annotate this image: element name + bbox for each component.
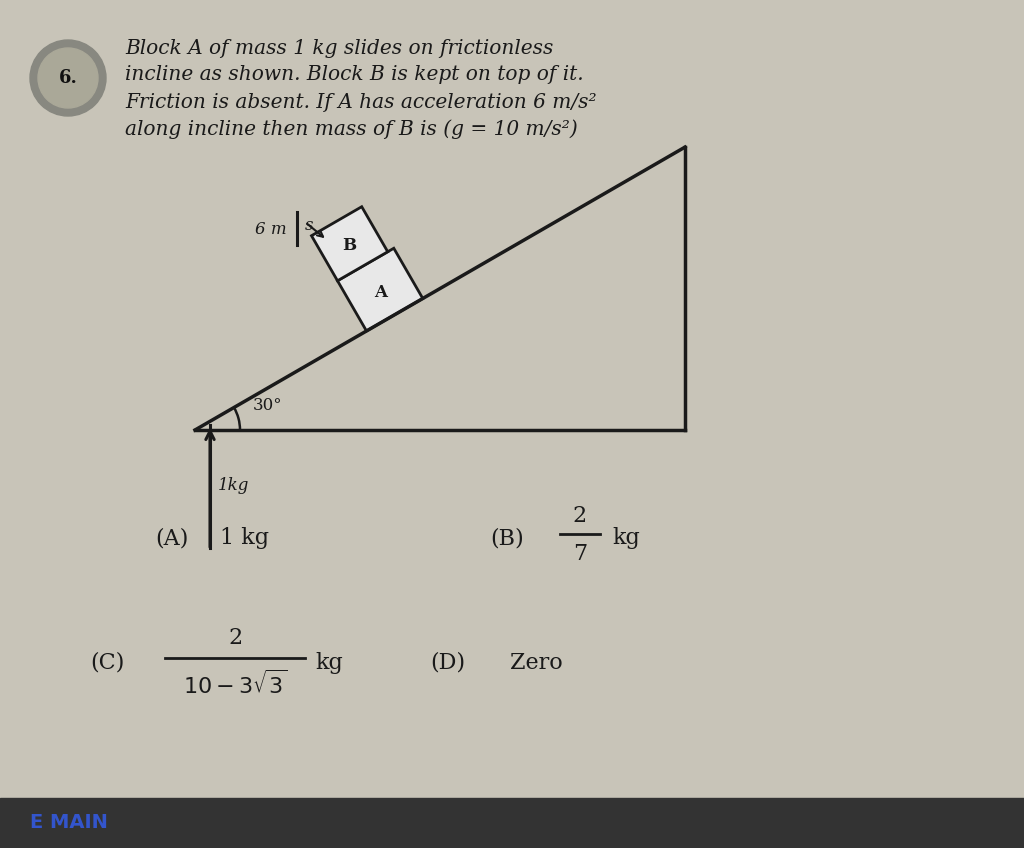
Text: 2: 2 — [228, 627, 242, 649]
Text: A: A — [374, 284, 387, 301]
Text: $10-3\sqrt{3}$: $10-3\sqrt{3}$ — [183, 671, 287, 700]
Text: 30°: 30° — [253, 397, 283, 414]
Text: 7: 7 — [573, 543, 587, 565]
Text: (C): (C) — [90, 652, 124, 674]
Text: Block A of mass 1 kg slides on frictionless: Block A of mass 1 kg slides on frictionl… — [125, 38, 553, 58]
Text: B: B — [343, 237, 356, 254]
Circle shape — [38, 48, 98, 108]
Text: kg: kg — [612, 527, 640, 549]
Text: 1kg: 1kg — [218, 477, 250, 494]
Text: s: s — [305, 216, 313, 233]
Text: 6.: 6. — [58, 69, 78, 87]
Circle shape — [30, 40, 106, 116]
Text: E MAIN: E MAIN — [30, 813, 108, 833]
Text: kg: kg — [315, 652, 343, 674]
Bar — [0, 798, 1024, 848]
Text: (D): (D) — [430, 652, 465, 674]
Text: (B): (B) — [490, 527, 523, 549]
Polygon shape — [338, 248, 423, 331]
Text: 6 m: 6 m — [255, 221, 287, 238]
Text: incline as shown. Block B is kept on top of it.: incline as shown. Block B is kept on top… — [125, 65, 584, 85]
Text: Zero: Zero — [510, 652, 563, 674]
Text: along incline then mass of B is (g = 10 m/s²): along incline then mass of B is (g = 10 … — [125, 120, 578, 139]
Text: Friction is absent. If A has acceleration 6 m/s²: Friction is absent. If A has acceleratio… — [125, 92, 597, 111]
Text: 1 kg: 1 kg — [220, 527, 269, 549]
Polygon shape — [311, 207, 388, 281]
Text: (A): (A) — [155, 527, 188, 549]
Text: 2: 2 — [573, 505, 587, 527]
